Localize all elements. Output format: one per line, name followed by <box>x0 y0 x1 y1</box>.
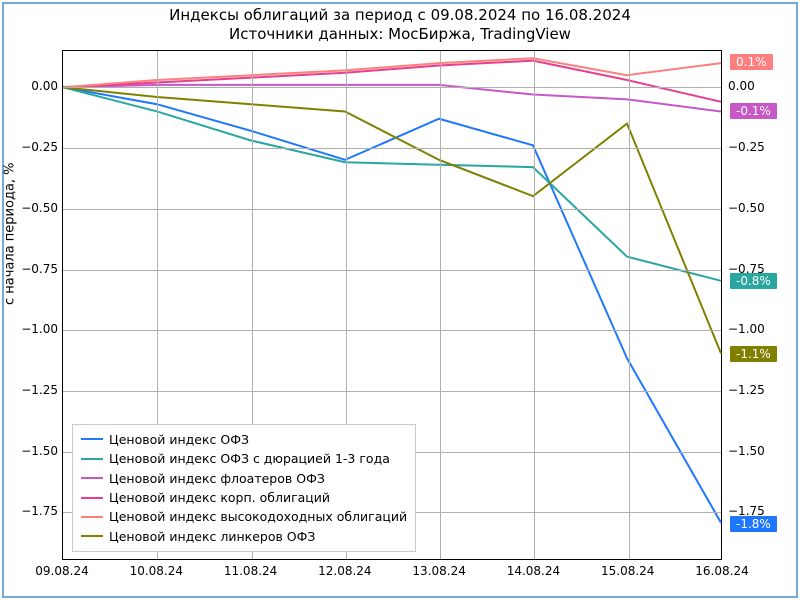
legend-swatch <box>81 458 103 460</box>
series-line <box>63 87 721 281</box>
grid-v <box>534 51 535 559</box>
title-line-2: Источники данных: МосБиржа, TradingView <box>0 25 800 44</box>
y-tick-label-left: −1.25 <box>21 383 58 397</box>
y-tick-label-right: −1.50 <box>728 444 765 458</box>
grid-v <box>440 51 441 559</box>
y-tick-label-left: −1.75 <box>21 504 58 518</box>
legend-label: Ценовой индекс ОФЗ <box>109 430 249 449</box>
grid-h <box>63 209 721 210</box>
x-tick-label: 12.08.24 <box>318 564 371 578</box>
y-axis-label: с начала периода, % <box>3 162 18 305</box>
grid-h <box>63 87 721 88</box>
y-tick-label-left: −1.00 <box>21 322 58 336</box>
legend-item: Ценовой индекс ОФЗ <box>81 430 407 449</box>
y-tick-label-left: 0.00 <box>31 79 58 93</box>
legend-swatch <box>81 535 103 537</box>
grid-h <box>63 270 721 271</box>
grid-v <box>629 51 630 559</box>
x-tick-label: 14.08.24 <box>507 564 560 578</box>
y-tick-label-left: −1.50 <box>21 444 58 458</box>
y-tick-label-right: −0.25 <box>728 140 765 154</box>
legend-label: Ценовой индекс высокодоходных облигаций <box>109 507 407 526</box>
grid-h <box>63 330 721 331</box>
title-line-1: Индексы облигаций за период с 09.08.2024… <box>0 6 800 25</box>
legend-label: Ценовой индекс ОФЗ с дюрацией 1-3 года <box>109 449 390 468</box>
legend-label: Ценовой индекс флоатеров ОФЗ <box>109 469 325 488</box>
series-end-badge: -1.1% <box>730 346 777 362</box>
legend-item: Ценовой индекс флоатеров ОФЗ <box>81 469 407 488</box>
x-tick-label: 13.08.24 <box>412 564 465 578</box>
y-tick-label-right: −1.00 <box>728 322 765 336</box>
y-tick-label-right: −1.25 <box>728 383 765 397</box>
legend-item: Ценовой индекс линкеров ОФЗ <box>81 527 407 546</box>
legend: Ценовой индекс ОФЗЦеновой индекс ОФЗ с д… <box>72 424 416 552</box>
series-end-badge: -0.1% <box>730 103 777 119</box>
bond-index-chart: Индексы облигаций за период с 09.08.2024… <box>0 0 800 600</box>
legend-swatch <box>81 477 103 479</box>
legend-label: Ценовой индекс корп. облигаций <box>109 488 330 507</box>
y-tick-label-left: −0.75 <box>21 262 58 276</box>
y-tick-label-left: −0.50 <box>21 201 58 215</box>
legend-swatch <box>81 497 103 499</box>
x-tick-label: 15.08.24 <box>601 564 654 578</box>
y-tick-label-right: 0.00 <box>728 79 755 93</box>
series-end-badge: -1.8% <box>730 516 777 532</box>
legend-item: Ценовой индекс корп. облигаций <box>81 488 407 507</box>
series-end-badge: -0.8% <box>730 273 777 289</box>
series-line <box>63 87 721 353</box>
x-tick-label: 11.08.24 <box>224 564 277 578</box>
legend-label: Ценовой индекс линкеров ОФЗ <box>109 527 315 546</box>
grid-h <box>63 391 721 392</box>
y-tick-label-left: −0.25 <box>21 140 58 154</box>
x-tick-label: 16.08.24 <box>695 564 748 578</box>
series-end-badge: 0.1% <box>730 54 773 70</box>
legend-swatch <box>81 516 103 518</box>
x-tick-label: 09.08.24 <box>35 564 88 578</box>
grid-h <box>63 148 721 149</box>
chart-title: Индексы облигаций за период с 09.08.2024… <box>0 6 800 44</box>
legend-item: Ценовой индекс высокодоходных облигаций <box>81 507 407 526</box>
y-tick-label-right: −0.50 <box>728 201 765 215</box>
legend-swatch <box>81 438 103 440</box>
legend-item: Ценовой индекс ОФЗ с дюрацией 1-3 года <box>81 449 407 468</box>
x-tick-label: 10.08.24 <box>130 564 183 578</box>
